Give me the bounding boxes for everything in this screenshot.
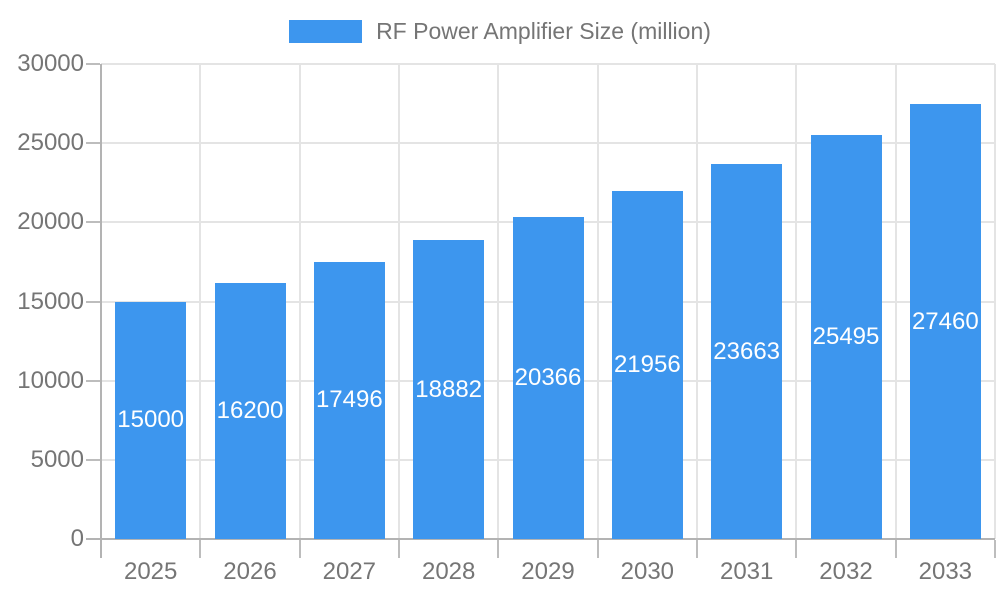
vertical-gridline [994, 64, 996, 539]
y-tick-mark [86, 458, 100, 461]
x-tick-mark [994, 540, 996, 558]
vertical-gridline [795, 64, 798, 539]
y-tick-label: 30000 [17, 50, 84, 77]
x-tick-mark [894, 540, 897, 558]
bar-value-label: 17496 [315, 386, 383, 414]
x-tick-label: 2026 [223, 558, 277, 585]
y-tick-mark [86, 142, 100, 145]
bar-value-label: 27460 [911, 307, 979, 335]
plot-area: 15000 2025 16200 2026 17496 2027 18882 2028 2036… [86, 63, 996, 585]
x-tick-label: 2033 [918, 558, 973, 585]
vertical-gridline [497, 64, 500, 539]
y-tick-mark [86, 63, 100, 65]
vertical-gridline [298, 64, 301, 539]
bar[interactable]: 23663 [711, 164, 783, 539]
bar[interactable]: 27460 [909, 104, 981, 539]
bar-value-label: 18882 [415, 375, 483, 403]
y-tick-label: 15000 [17, 287, 84, 315]
x-tick-mark [398, 540, 400, 558]
bar-value-label: 15000 [117, 406, 185, 434]
x-tick-label: 2029 [521, 558, 575, 585]
bar-value-label: 25495 [812, 323, 880, 351]
bar[interactable]: 18882 [413, 240, 485, 539]
y-tick-label: 10000 [17, 366, 84, 394]
vertical-gridline [696, 64, 698, 539]
x-axis-line [86, 538, 995, 540]
bar-value-label: 21956 [613, 351, 681, 379]
bar-value-label: 23663 [713, 337, 781, 365]
horizontal-gridline [101, 142, 995, 145]
x-tick-mark [199, 540, 202, 558]
bar-value-label: 16200 [216, 396, 284, 424]
vertical-gridline [199, 64, 202, 539]
legend[interactable]: RF Power Amplifier Size (million) [0, 19, 1000, 44]
x-tick-label: 2031 [719, 558, 774, 585]
x-tick-mark [497, 540, 500, 558]
vertical-gridline [596, 64, 599, 539]
bar[interactable]: 21956 [611, 191, 683, 539]
bar-value-label: 20366 [514, 363, 582, 391]
x-tick-label: 2030 [620, 558, 675, 585]
bar[interactable]: 17496 [313, 261, 385, 539]
x-tick-mark [596, 540, 599, 558]
y-axis-line [100, 64, 102, 558]
x-tick-mark [795, 540, 798, 558]
x-tick-label: 2032 [819, 558, 873, 585]
x-tick-label: 2028 [421, 558, 476, 585]
y-tick-mark [86, 300, 100, 303]
y-tick-mark [86, 221, 100, 224]
horizontal-gridline [101, 63, 995, 65]
x-tick-label: 2025 [123, 558, 178, 585]
vertical-gridline [894, 64, 897, 539]
bar[interactable]: 16200 [214, 282, 286, 539]
vertical-gridline [398, 64, 400, 539]
bar[interactable]: 25495 [810, 135, 882, 539]
y-tick-label: 20000 [17, 208, 84, 236]
bar[interactable]: 15000 [115, 301, 187, 539]
x-tick-mark [696, 540, 698, 558]
y-tick-mark [86, 379, 100, 382]
x-tick-mark [298, 540, 301, 558]
legend-swatch-icon [289, 20, 363, 43]
bar[interactable]: 20366 [512, 216, 584, 539]
y-tick-label: 5000 [30, 445, 84, 473]
x-tick-label: 2027 [322, 558, 377, 585]
y-tick-label: 25000 [17, 129, 84, 157]
y-tick-label: 0 [70, 525, 84, 552]
legend-label: RF Power Amplifier Size (million) [376, 18, 711, 44]
